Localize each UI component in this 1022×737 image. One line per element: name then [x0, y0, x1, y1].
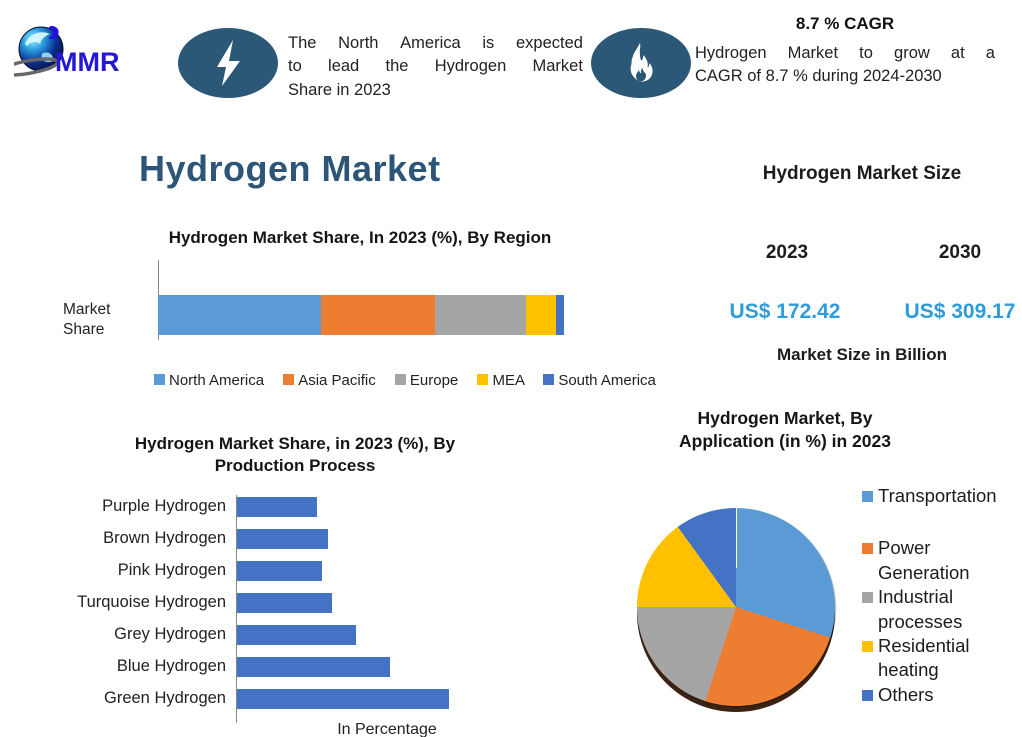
- svg-text:MMR: MMR: [55, 47, 119, 77]
